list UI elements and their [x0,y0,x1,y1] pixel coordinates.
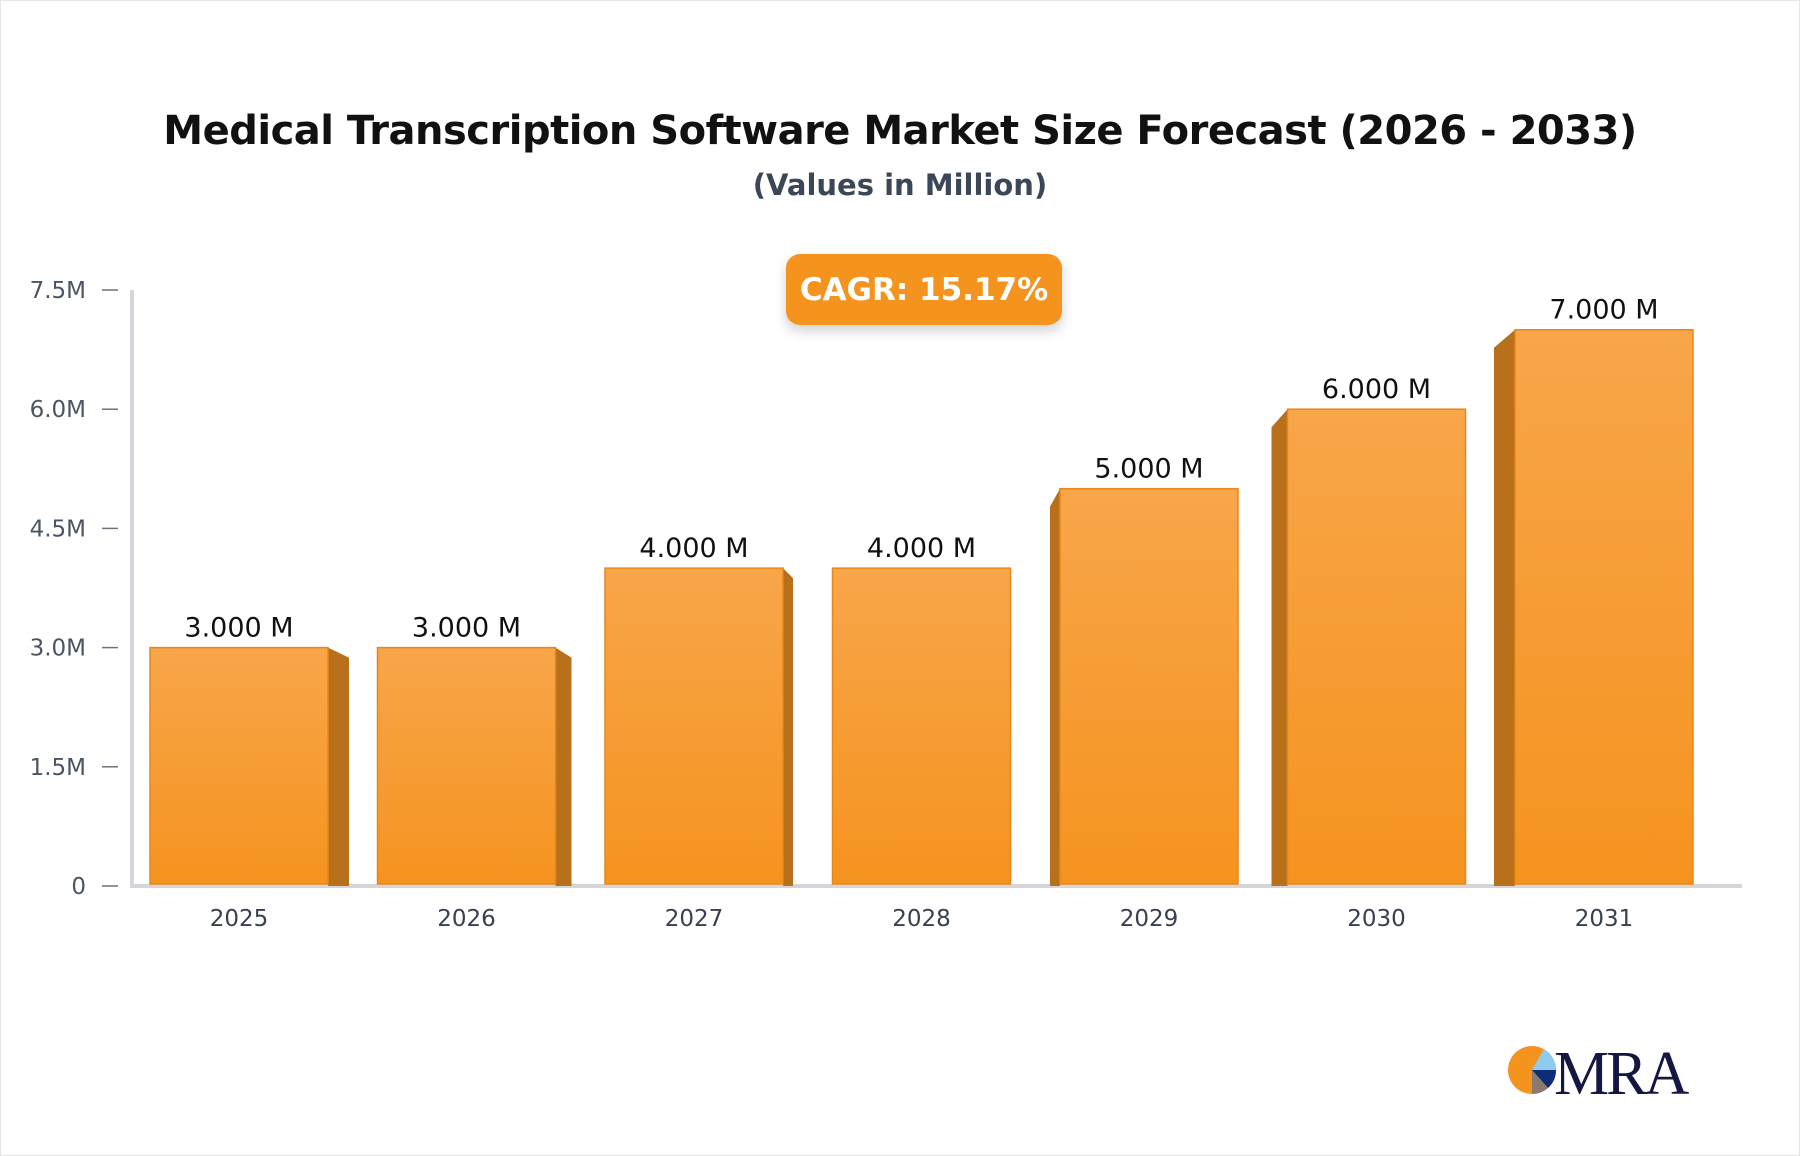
mra-logo-icon: MRA [1508,1040,1692,1100]
bar-2028 [831,567,1012,885]
x-tick-label-2026: 2026 [437,906,496,932]
bar-side-2029 [1050,488,1060,886]
bar-2029 [1059,487,1239,885]
bar-side-2026 [555,647,572,886]
data-label-2027: 4.000 M [639,533,748,564]
y-tick-label: 3.0M [30,636,86,662]
x-tick-label-2029: 2029 [1120,906,1179,932]
data-label-2031: 7.000 M [1549,295,1658,326]
x-tick-label-2028: 2028 [892,906,951,932]
y-tick-label: 1.5M [30,755,86,781]
x-tick-label-2030: 2030 [1347,906,1406,932]
x-tick-label-2031: 2031 [1575,906,1634,932]
bar-2025 [149,646,329,885]
bar-2031 [1514,328,1694,885]
y-tick-label: 6.0M [30,397,86,423]
bar-side-2031 [1494,329,1515,886]
svg-text:MRA: MRA [1554,1040,1689,1100]
data-label-2028: 4.000 M [867,533,976,564]
bar-side-2027 [783,568,793,886]
y-tick-label: 7.5M [30,278,86,304]
bar-2026 [376,646,557,885]
bar-2027 [604,567,784,885]
data-label-2029: 5.000 M [1094,454,1203,485]
bar-side-2030 [1271,409,1288,886]
chart-title: Medical Transcription Software Market Si… [163,108,1637,154]
mra-logo: MRA [1504,1040,1694,1100]
bar-side-2025 [328,647,349,886]
data-label-2025: 3.000 M [184,613,293,644]
y-tick-label: 4.5M [30,516,86,542]
data-label-2030: 6.000 M [1322,374,1431,405]
x-tick-label-2027: 2027 [665,906,724,932]
chart-subtitle: (Values in Million) [752,168,1048,202]
data-label-2026: 3.000 M [412,613,521,644]
x-tick-label-2025: 2025 [210,906,269,932]
bar-2030 [1286,408,1467,885]
y-tick-label: 0 [71,874,86,900]
cagr-badge: CAGR: 15.17% [786,254,1062,325]
